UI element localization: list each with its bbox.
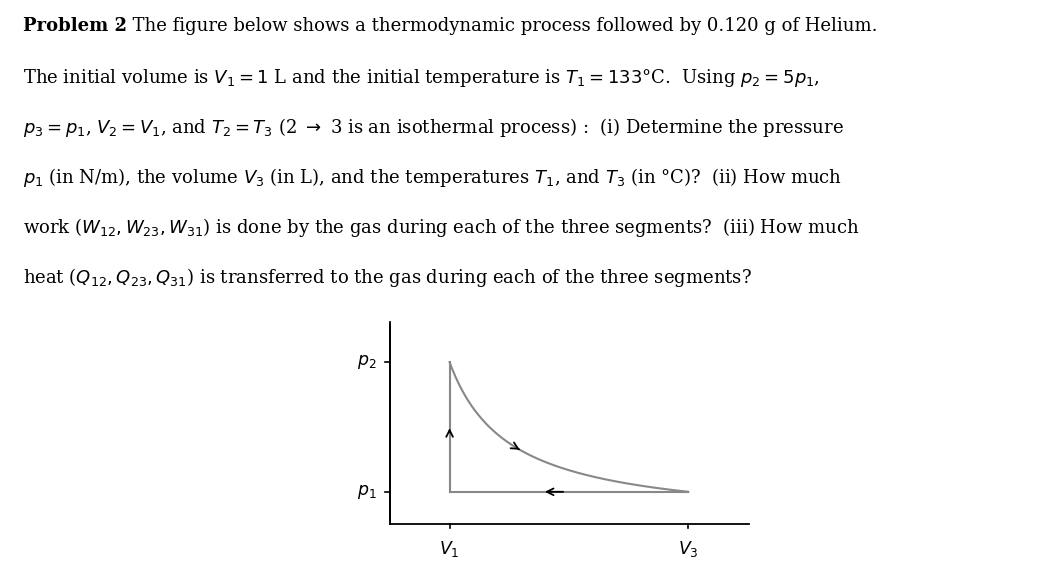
Text: $V_1$: $V_1$ — [439, 539, 460, 559]
Text: $p_1$ (in N/m), the volume $V_3$ (in L), and the temperatures $T_1$, and $T_3$ (: $p_1$ (in N/m), the volume $V_3$ (in L),… — [23, 166, 843, 189]
Text: :  The figure below shows a thermodynamic process followed by 0.120 g of Helium.: : The figure below shows a thermodynamic… — [115, 17, 878, 35]
Text: $p_2$: $p_2$ — [357, 353, 377, 371]
Text: $V_3$: $V_3$ — [678, 539, 699, 559]
Text: work ($W_{12}, W_{23}, W_{31}$) is done by the gas during each of the three segm: work ($W_{12}, W_{23}, W_{31}$) is done … — [23, 216, 859, 239]
Text: $p_3 = p_1$, $V_2 = V_1$, and $T_2 = T_3$ (2 $\rightarrow$ 3 is an isothermal pr: $p_3 = p_1$, $V_2 = V_1$, and $T_2 = T_3… — [23, 116, 844, 140]
Text: $p_1$: $p_1$ — [357, 483, 377, 501]
Text: Problem 2: Problem 2 — [23, 17, 127, 35]
Text: The initial volume is $V_1 = 1$ L and the initial temperature is $T_1 = 133$°C. : The initial volume is $V_1 = 1$ L and th… — [23, 67, 820, 89]
Text: heat ($Q_{12}, Q_{23}, Q_{31}$) is transferred to the gas during each of the thr: heat ($Q_{12}, Q_{23}, Q_{31}$) is trans… — [23, 266, 752, 289]
